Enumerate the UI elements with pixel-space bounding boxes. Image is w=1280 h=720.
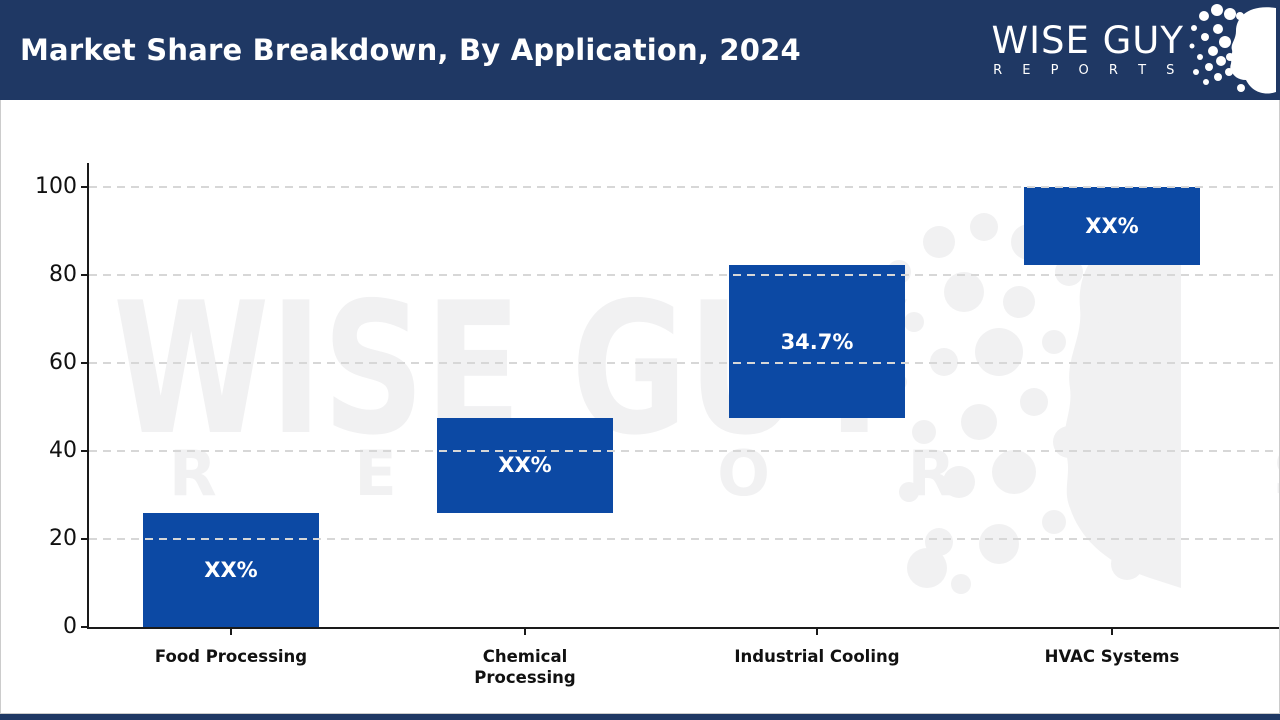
brand-head-icon (1184, 4, 1276, 96)
y-tick-label: 100 (35, 174, 77, 199)
bar-food-processing: XX% (143, 512, 319, 627)
y-tick-label: 0 (63, 614, 77, 639)
chart-area: WISE GUY R E P O R T S 0 20 40 60 80 100 XX% XX… (0, 100, 1280, 714)
x-tick-mark (524, 627, 526, 635)
y-tick-label: 20 (49, 526, 77, 551)
x-axis-label-line: Food Processing (154, 647, 308, 666)
footer-bar (0, 714, 1280, 720)
gridline (89, 450, 1279, 452)
bar-value-label: XX% (204, 557, 258, 582)
y-tick-mark (81, 538, 89, 540)
x-axis-label: Chemical Processing (405, 646, 645, 689)
y-tick-mark (81, 450, 89, 452)
bar-value-label: XX% (498, 453, 552, 478)
brand-logo: WISE GUY R E P O R T S (992, 4, 1280, 96)
y-tick-label: 80 (49, 262, 77, 287)
bar-chemical-processing: XX% (437, 418, 613, 513)
page-title: Market Share Breakdown, By Application, … (20, 33, 801, 67)
y-tick-label: 40 (49, 438, 77, 463)
watermark-head-icon (869, 212, 1181, 608)
x-axis-label-line: Chemical (482, 647, 568, 666)
brand-logo-name: WISE GUY (991, 19, 1184, 62)
gridline (89, 538, 1279, 540)
gridline (89, 274, 1279, 276)
y-tick-mark (81, 186, 89, 188)
bar-value-label: 34.7% (780, 329, 854, 354)
bar-hvac-systems: XX% (1024, 187, 1200, 266)
x-tick-mark (230, 627, 232, 635)
x-tick-mark (816, 627, 818, 635)
bar-value-label: XX% (1085, 214, 1139, 239)
bar-industrial-cooling: 34.7% (729, 265, 905, 418)
x-axis-line (87, 627, 1279, 629)
y-tick-mark (81, 274, 89, 276)
gridline (89, 362, 1279, 364)
y-tick-mark (81, 362, 89, 364)
x-axis-label-line: Processing (474, 668, 576, 688)
brand-logo-subtitle: R E P O R T S (993, 63, 1183, 78)
x-axis-label: Food Processing (111, 646, 351, 667)
gridline (89, 186, 1279, 188)
brand-logo-text: WISE GUY R E P O R T S (992, 22, 1184, 78)
x-axis-label-line: Industrial Cooling (734, 647, 900, 666)
x-axis-label: Industrial Cooling (697, 646, 937, 667)
x-axis-label: HVAC Systems (992, 646, 1232, 667)
x-axis-label-line: HVAC Systems (1044, 647, 1180, 666)
y-tick-mark (81, 626, 89, 628)
header-bar: Market Share Breakdown, By Application, … (0, 0, 1280, 100)
y-axis-line (87, 163, 89, 629)
y-tick-label: 60 (49, 350, 77, 375)
x-tick-mark (1111, 627, 1113, 635)
